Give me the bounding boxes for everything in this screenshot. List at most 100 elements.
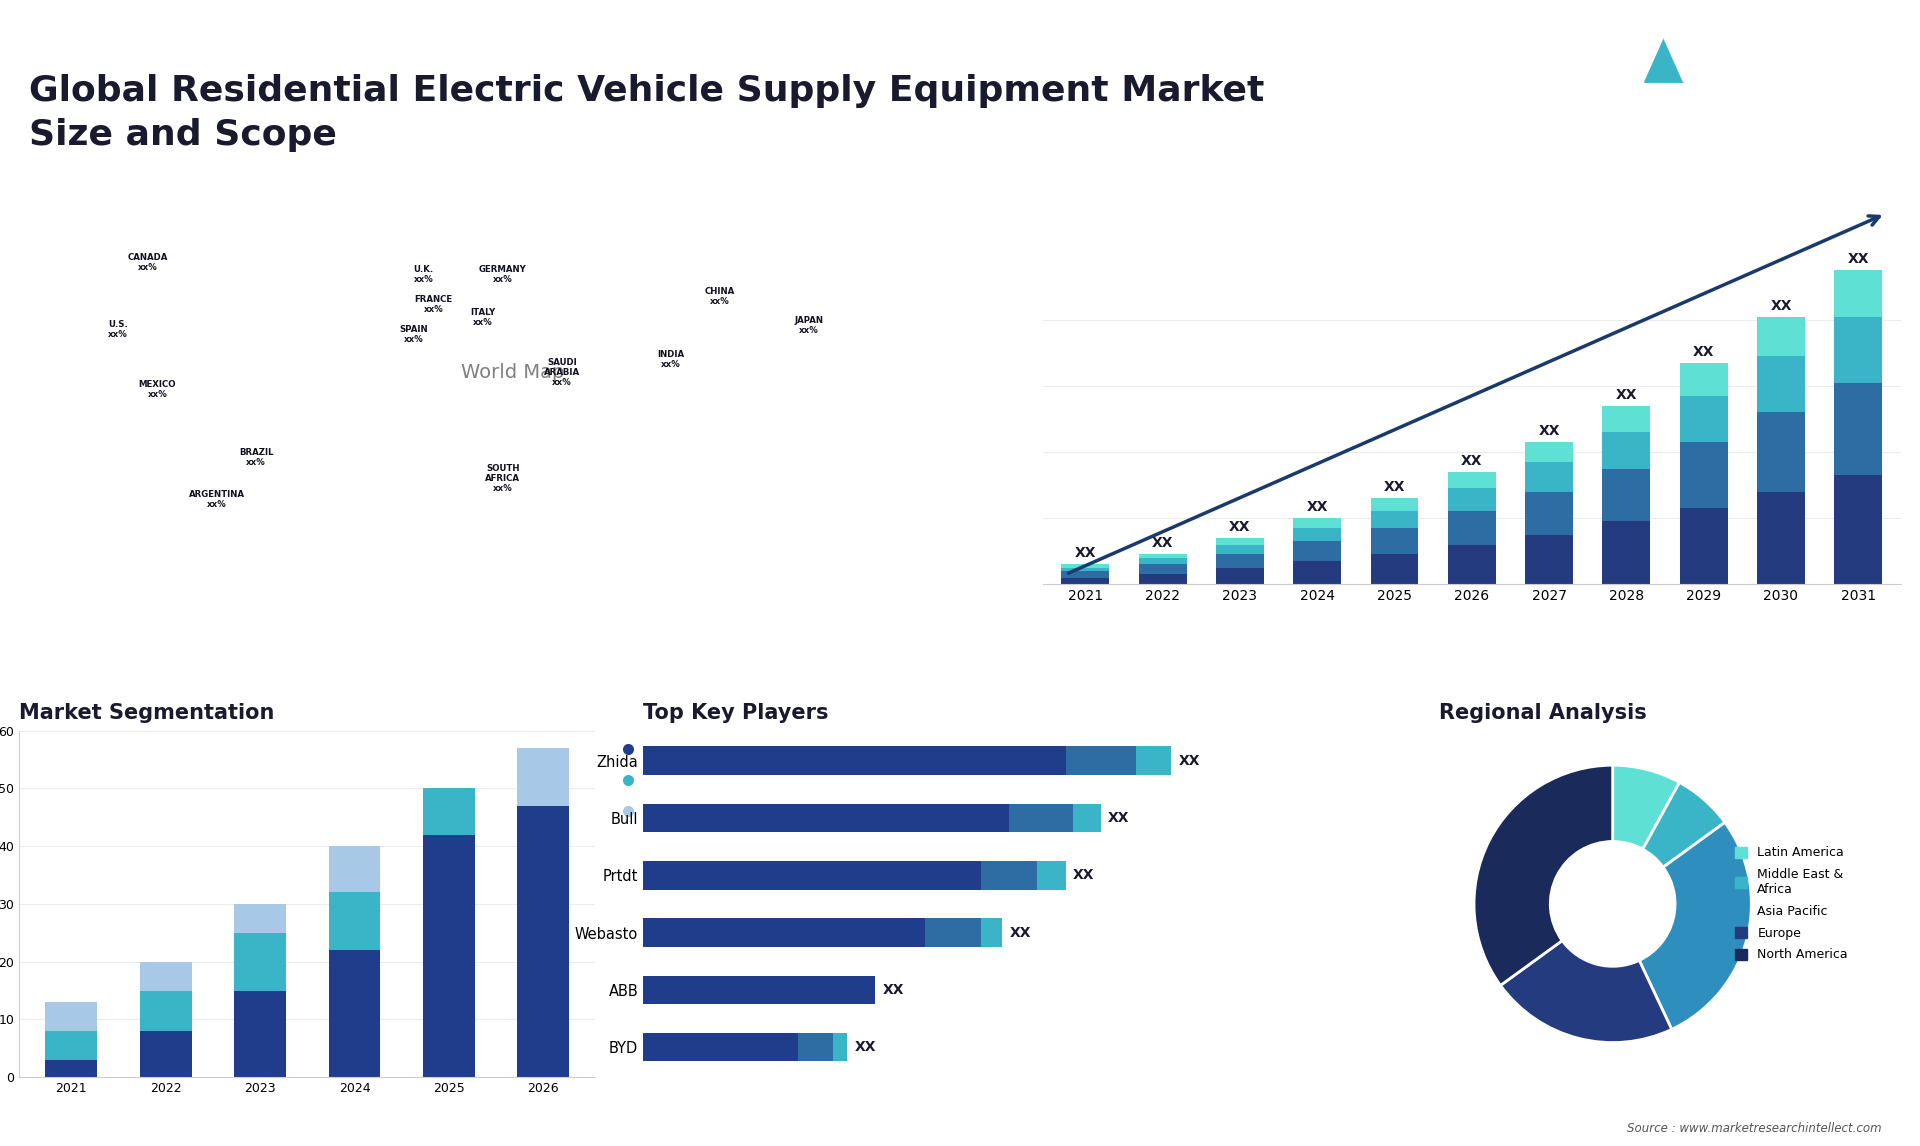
Wedge shape — [1475, 766, 1613, 986]
Bar — [643, 918, 925, 947]
Bar — [1371, 511, 1419, 528]
Bar — [1371, 528, 1419, 555]
Bar — [1139, 555, 1187, 558]
Text: SAUDI
ARABIA
xx%: SAUDI ARABIA xx% — [543, 358, 580, 387]
Bar — [1294, 562, 1342, 584]
Bar — [1757, 413, 1805, 492]
Bar — [643, 803, 1010, 832]
Bar — [46, 1031, 98, 1060]
Bar — [1524, 535, 1572, 584]
Text: XX: XX — [1073, 869, 1094, 882]
Bar — [516, 748, 568, 806]
Bar — [1371, 555, 1419, 584]
Text: MARKET
RESEARCH
INTELLECT: MARKET RESEARCH INTELLECT — [1764, 34, 1826, 72]
Text: SOUTH
AFRICA
xx%: SOUTH AFRICA xx% — [486, 464, 520, 493]
Text: XX: XX — [883, 983, 904, 997]
Legend: Type, Application, Geography: Type, Application, Geography — [609, 738, 733, 824]
Bar — [516, 806, 568, 1077]
Bar — [422, 834, 474, 1077]
Text: U.K.
xx%: U.K. xx% — [413, 266, 434, 284]
Bar — [234, 990, 286, 1077]
Bar — [1215, 555, 1263, 567]
Wedge shape — [1640, 823, 1751, 1029]
Bar — [1834, 383, 1882, 476]
Text: ARGENTINA
xx%: ARGENTINA xx% — [188, 489, 244, 509]
Bar — [1215, 537, 1263, 544]
Bar — [1137, 746, 1171, 775]
Bar — [1073, 803, 1100, 832]
Text: XX: XX — [1108, 811, 1129, 825]
Bar — [140, 961, 192, 990]
Text: Top Key Players: Top Key Players — [643, 704, 829, 723]
Text: XX: XX — [1384, 480, 1405, 494]
Bar — [833, 1033, 847, 1061]
Text: XX: XX — [1010, 926, 1031, 940]
Bar — [1757, 492, 1805, 584]
Bar — [46, 1060, 98, 1077]
Bar — [1371, 499, 1419, 511]
Bar — [1062, 578, 1110, 584]
Bar — [1062, 567, 1110, 571]
Text: CHINA
xx%: CHINA xx% — [705, 286, 735, 306]
Bar — [234, 904, 286, 933]
Bar — [1680, 363, 1728, 395]
Bar — [643, 975, 876, 1004]
Bar — [981, 861, 1037, 889]
Bar — [46, 1002, 98, 1031]
Bar — [1524, 462, 1572, 492]
Text: JAPAN
xx%: JAPAN xx% — [795, 316, 824, 336]
Bar — [1037, 861, 1066, 889]
Text: Regional Analysis: Regional Analysis — [1440, 704, 1647, 723]
Bar — [799, 1033, 833, 1061]
Text: XX: XX — [1693, 345, 1715, 359]
Bar — [981, 918, 1002, 947]
Bar — [1448, 488, 1496, 511]
Bar — [328, 950, 380, 1077]
Circle shape — [1549, 841, 1674, 966]
Bar — [140, 1031, 192, 1077]
Text: XX: XX — [1847, 252, 1868, 266]
Bar — [1215, 567, 1263, 584]
Bar — [140, 990, 192, 1031]
Bar — [1139, 564, 1187, 574]
Text: XX: XX — [1538, 424, 1559, 438]
Bar — [1062, 571, 1110, 578]
Bar — [643, 861, 981, 889]
Bar — [1524, 492, 1572, 535]
Wedge shape — [1613, 766, 1680, 849]
Bar — [1294, 541, 1342, 562]
Bar — [1834, 476, 1882, 584]
Bar — [1680, 442, 1728, 508]
Bar — [1294, 528, 1342, 541]
Text: XX: XX — [1179, 754, 1200, 768]
Bar — [1834, 316, 1882, 383]
Text: XX: XX — [1615, 387, 1638, 402]
Bar — [1448, 511, 1496, 544]
Bar — [1603, 469, 1651, 521]
Bar — [1757, 316, 1805, 356]
Wedge shape — [1501, 941, 1672, 1043]
Bar — [1524, 442, 1572, 462]
Bar — [328, 846, 380, 893]
Text: MEXICO
xx%: MEXICO xx% — [138, 379, 177, 399]
Bar — [1215, 544, 1263, 555]
Bar — [1603, 406, 1651, 432]
Text: XX: XX — [1306, 500, 1329, 515]
Bar — [1062, 564, 1110, 567]
Polygon shape — [1645, 39, 1684, 83]
Bar — [1139, 574, 1187, 584]
Bar — [1834, 270, 1882, 316]
Bar — [1448, 544, 1496, 584]
Bar — [1680, 508, 1728, 584]
Text: XX: XX — [1152, 536, 1173, 550]
Bar — [1448, 472, 1496, 488]
Text: XX: XX — [1461, 454, 1482, 468]
Text: Market Segmentation: Market Segmentation — [19, 704, 275, 723]
Bar — [1294, 518, 1342, 528]
Bar — [234, 933, 286, 990]
Text: ITALY
xx%: ITALY xx% — [470, 307, 495, 327]
Bar — [422, 788, 474, 834]
Bar — [1010, 803, 1073, 832]
Text: Global Residential Electric Vehicle Supply Equipment Market
Size and Scope: Global Residential Electric Vehicle Supp… — [29, 74, 1263, 152]
Text: FRANCE
xx%: FRANCE xx% — [415, 295, 453, 314]
